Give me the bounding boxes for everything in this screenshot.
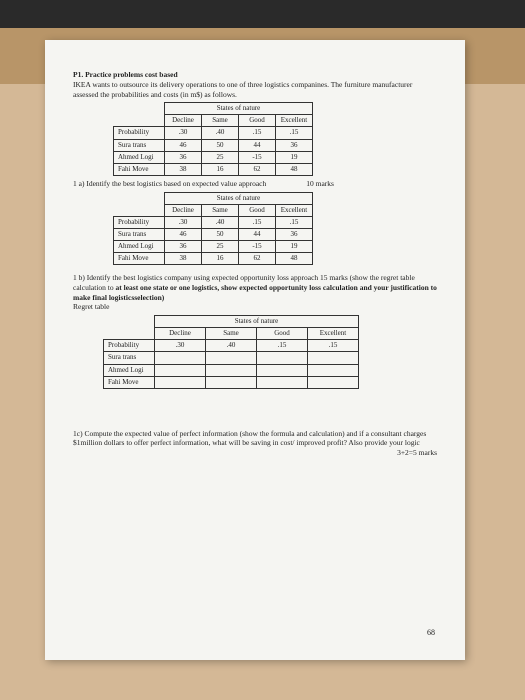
- marks-1a: 10 marks: [306, 179, 334, 189]
- problem-heading: P1. Practice problems cost based: [73, 70, 437, 80]
- question-1a: 1 a) Identify the best logistics based o…: [73, 179, 437, 189]
- question-1c: 1c) Compute the expected value of perfec…: [73, 429, 437, 449]
- marks-1c: 3+2=5 marks: [397, 448, 437, 458]
- regret-label: Regret table: [73, 302, 437, 312]
- document-page: P1. Practice problems cost based IKEA wa…: [45, 40, 465, 660]
- regret-table: States of nature DeclineSameGoodExcellen…: [103, 315, 359, 389]
- question-1b: 1 b) Identify the best logistics company…: [73, 273, 437, 302]
- payoff-table-2: States of nature DeclineSameGoodExcellen…: [113, 192, 313, 266]
- payoff-table-1: States of nature DeclineSameGoodExcellen…: [113, 102, 313, 176]
- intro-text: IKEA wants to outsource its delivery ope…: [73, 80, 437, 100]
- page-number: 68: [427, 628, 435, 638]
